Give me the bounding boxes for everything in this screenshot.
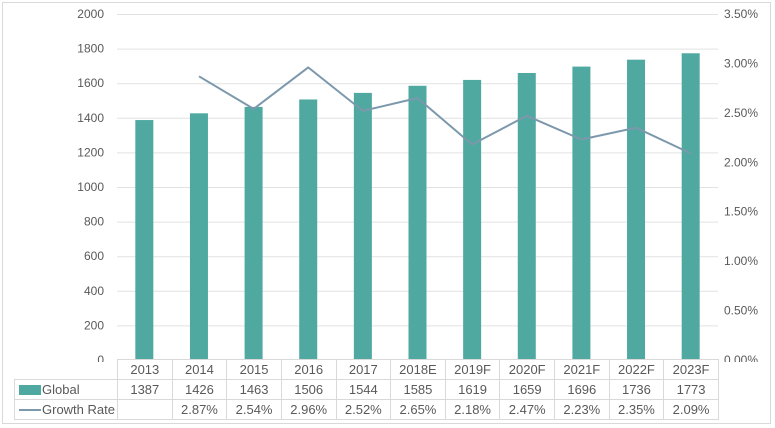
global-value-2014: 1426: [171, 379, 228, 400]
year-cell-2023F: 2023F: [663, 359, 719, 380]
left-axis-tick-label: 200: [84, 318, 104, 332]
global-value-2023F: 1773: [663, 379, 719, 400]
bar-2019F: [463, 79, 482, 361]
table-row-global: Global 1387 1426 1463 1506 1544 1585 1619 1659 16…: [14, 379, 719, 400]
left-axis-tick-label: 400: [84, 284, 104, 298]
global-value-2019F: 1619: [444, 379, 501, 400]
growth-rate-value-2017: 2.52%: [335, 399, 392, 420]
year-cell-2013: 2013: [117, 359, 173, 380]
year-cell-2018E: 2018E: [390, 359, 446, 380]
legend-growth-rate: Growth Rate: [14, 399, 118, 420]
right-axis-tick-label: 3.00%: [724, 56, 758, 70]
left-axis-tick-label: 600: [84, 249, 104, 263]
year-cell-2019F: 2019F: [444, 359, 501, 380]
growth-rate-value-2019F: 2.18%: [444, 399, 501, 420]
growth-rate-value-2016: 2.96%: [280, 399, 337, 420]
bar-2023F: [681, 53, 700, 361]
bar-2022F: [627, 59, 646, 361]
growth-rate-value-2013: [117, 399, 173, 420]
line-series-swatch-icon: [19, 409, 41, 411]
left-axis-tick-label: 1000: [77, 180, 104, 194]
left-axis-tick-label: 1200: [77, 145, 104, 159]
chart-plot-area: 0 200 400 600 800 1000 1200 1400 1600 1800 2000 0.0…: [77, 7, 758, 362]
legend-label: Global: [42, 382, 80, 397]
global-value-2013: 1387: [117, 379, 173, 400]
global-value-2020F: 1659: [499, 379, 555, 400]
bar-2020F: [517, 72, 536, 361]
legend-label: Growth Rate: [42, 402, 115, 417]
bar-series-swatch-icon: [19, 385, 41, 395]
bar-2013: [135, 120, 154, 360]
growth-rate-value-2020F: 2.47%: [499, 399, 555, 420]
year-cell-2022F: 2022F: [608, 359, 665, 380]
right-axis-tick-label: 0.00%: [724, 353, 758, 362]
right-axis-tick-label: 3.50%: [724, 7, 758, 21]
year-cell-2017: 2017: [335, 359, 392, 380]
global-value-2021F: 1696: [554, 379, 610, 400]
global-value-2022F: 1736: [608, 379, 665, 400]
year-cell-2021F: 2021F: [554, 359, 610, 380]
growth-rate-value-2023F: 2.09%: [663, 399, 719, 420]
year-cell-2016: 2016: [280, 359, 337, 380]
global-value-2017: 1544: [335, 379, 392, 400]
right-axis-tick-label: 1.00%: [724, 254, 758, 268]
bar-2021F: [572, 66, 591, 360]
table-header-row: 2013 2014 2015 2016 2017 2018E 2019F 2020F 2021F…: [15, 359, 719, 380]
bar-2016: [299, 99, 318, 360]
right-axis-tick-label: 0.50%: [724, 304, 758, 318]
growth-rate-value-2021F: 2.23%: [554, 399, 610, 420]
growth-rate-line: [198, 66, 692, 155]
left-axis-tick-label: 1600: [77, 76, 104, 90]
global-value-2016: 1506: [280, 379, 337, 400]
global-value-2018E: 1585: [390, 379, 446, 400]
bar-2015: [244, 106, 263, 360]
legend-global: Global: [14, 379, 118, 400]
bar-2017: [353, 92, 372, 360]
growth-rate-value-2018E: 2.65%: [390, 399, 446, 420]
table-header-stub: [15, 360, 118, 380]
year-cell-2015: 2015: [226, 359, 282, 380]
table-row-growth-rate: Growth Rate 2.87% 2.54% 2.96% 2.52% 2.65% 2.18…: [14, 399, 719, 420]
right-axis-tick-label: 1.50%: [724, 205, 758, 219]
growth-rate-value-2015: 2.54%: [226, 399, 282, 420]
left-axis-tick-label: 2000: [77, 7, 104, 21]
global-value-2015: 1463: [226, 379, 282, 400]
growth-rate-value-2014: 2.87%: [171, 399, 228, 420]
left-axis-tick-label: 800: [84, 215, 104, 229]
right-axis-tick-label: 2.00%: [724, 155, 758, 169]
growth-rate-value-2022F: 2.35%: [608, 399, 665, 420]
year-cell-2014: 2014: [171, 359, 228, 380]
year-cell-2020F: 2020F: [499, 359, 555, 380]
left-axis-tick-label: 1400: [77, 111, 104, 125]
left-axis-tick-label: 0: [97, 353, 104, 362]
left-axis-tick-label: 1800: [77, 42, 104, 56]
right-axis-tick-label: 2.50%: [724, 106, 758, 120]
bar-2014: [189, 113, 208, 360]
chart-data-table: 2013 2014 2015 2016 2017 2018E 2019F 2020F 2021F…: [14, 359, 719, 420]
bar-2018E: [408, 85, 427, 361]
